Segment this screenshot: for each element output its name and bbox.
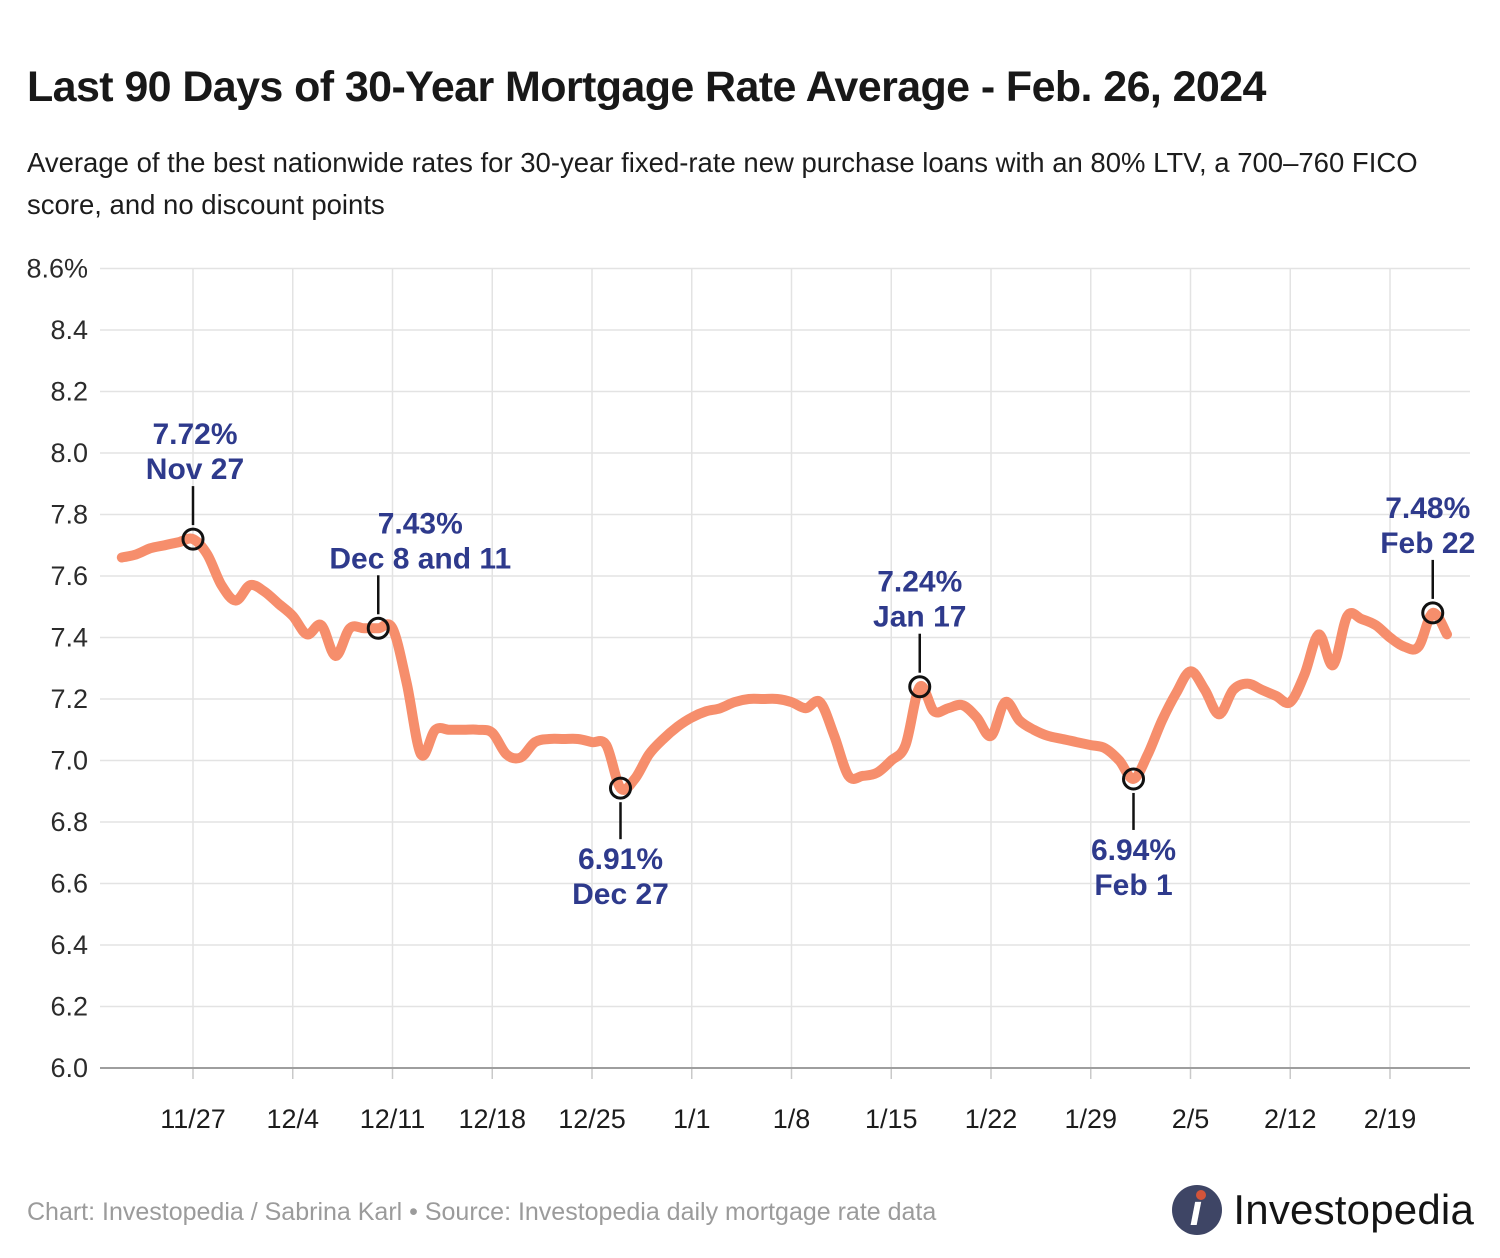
x-axis-tick-label: 12/4: [266, 1104, 319, 1134]
data-point-marker: [1122, 767, 1145, 791]
x-axis-tick-label: 12/11: [360, 1104, 426, 1134]
page-title: Last 90 Days of 30-Year Mortgage Rate Av…: [27, 62, 1266, 111]
annotation-date: Jan 17: [873, 601, 966, 634]
x-axis-tick-label: 1/15: [865, 1104, 918, 1134]
y-axis-tick-label: 7.2: [50, 684, 88, 714]
data-point-marker: [908, 675, 932, 699]
x-axis-tick-label: 1/22: [965, 1104, 1018, 1134]
y-axis-tick-label: 8.2: [50, 377, 88, 407]
annotation-rate: 7.24%: [877, 566, 962, 599]
y-axis-tick-label: 8.4: [50, 315, 88, 345]
y-axis-tick-label: 7.8: [50, 500, 88, 530]
annotation-rate: 7.48%: [1385, 492, 1470, 525]
y-axis-tick-label: 7.6: [50, 561, 88, 591]
x-axis-tick-label: 12/25: [558, 1104, 626, 1134]
y-axis-tick-label: 6.2: [50, 992, 88, 1022]
annotation-rate: 6.91%: [578, 843, 663, 876]
annotation-date: Dec 27: [572, 878, 669, 911]
investopedia-wordmark: Investopedia: [1233, 1186, 1474, 1233]
investopedia-logo: ı Investopedia: [1171, 1184, 1474, 1236]
annotation-rate: 7.72%: [152, 418, 237, 451]
x-axis-tick-label: 2/5: [1172, 1104, 1210, 1134]
x-axis-tick-label: 1/8: [773, 1104, 811, 1134]
annotation-rate: 6.94%: [1091, 834, 1176, 867]
annotation-date: Dec 8 and 11: [329, 542, 511, 575]
data-point-marker: [366, 616, 390, 640]
y-axis-tick-label: 6.8: [50, 807, 88, 837]
y-axis-tick-label: 6.0: [50, 1053, 88, 1083]
x-axis-tick-label: 1/29: [1064, 1104, 1117, 1134]
logo-circle: [1172, 1185, 1223, 1235]
y-axis-tick-label: 6.4: [50, 930, 88, 960]
annotation-date: Feb 1: [1094, 869, 1172, 902]
data-point-marker: [609, 776, 632, 800]
x-axis-tick-label: 11/27: [160, 1104, 226, 1134]
data-point-marker: [181, 527, 205, 551]
investopedia-logo-icon: ı: [1172, 1185, 1223, 1235]
annotation-date: Nov 27: [146, 453, 244, 486]
x-axis-tick-label: 12/18: [458, 1104, 526, 1134]
data-point-marker: [1421, 601, 1445, 625]
logo-dot: [1196, 1190, 1207, 1200]
annotation-rate: 7.43%: [378, 507, 463, 540]
y-axis-tick-label: 8.6%: [26, 254, 88, 284]
y-axis-tick-label: 7.0: [50, 746, 88, 776]
x-axis-tick-label: 2/12: [1264, 1104, 1317, 1134]
y-axis-tick-label: 6.6: [50, 869, 88, 899]
annotation-date: Feb 22: [1380, 527, 1475, 560]
chart-subtitle: Average of the best nationwide rates for…: [27, 146, 1418, 221]
source-credit: Chart: Investopedia / Sabrina Karl • Sou…: [27, 1198, 937, 1226]
rate-line: [116, 533, 1452, 795]
y-axis-tick-label: 7.4: [50, 623, 88, 653]
y-axis-tick-label: 8.0: [50, 438, 88, 468]
x-axis-tick-label: 2/19: [1364, 1104, 1417, 1134]
x-axis-tick-label: 1/1: [673, 1104, 711, 1134]
